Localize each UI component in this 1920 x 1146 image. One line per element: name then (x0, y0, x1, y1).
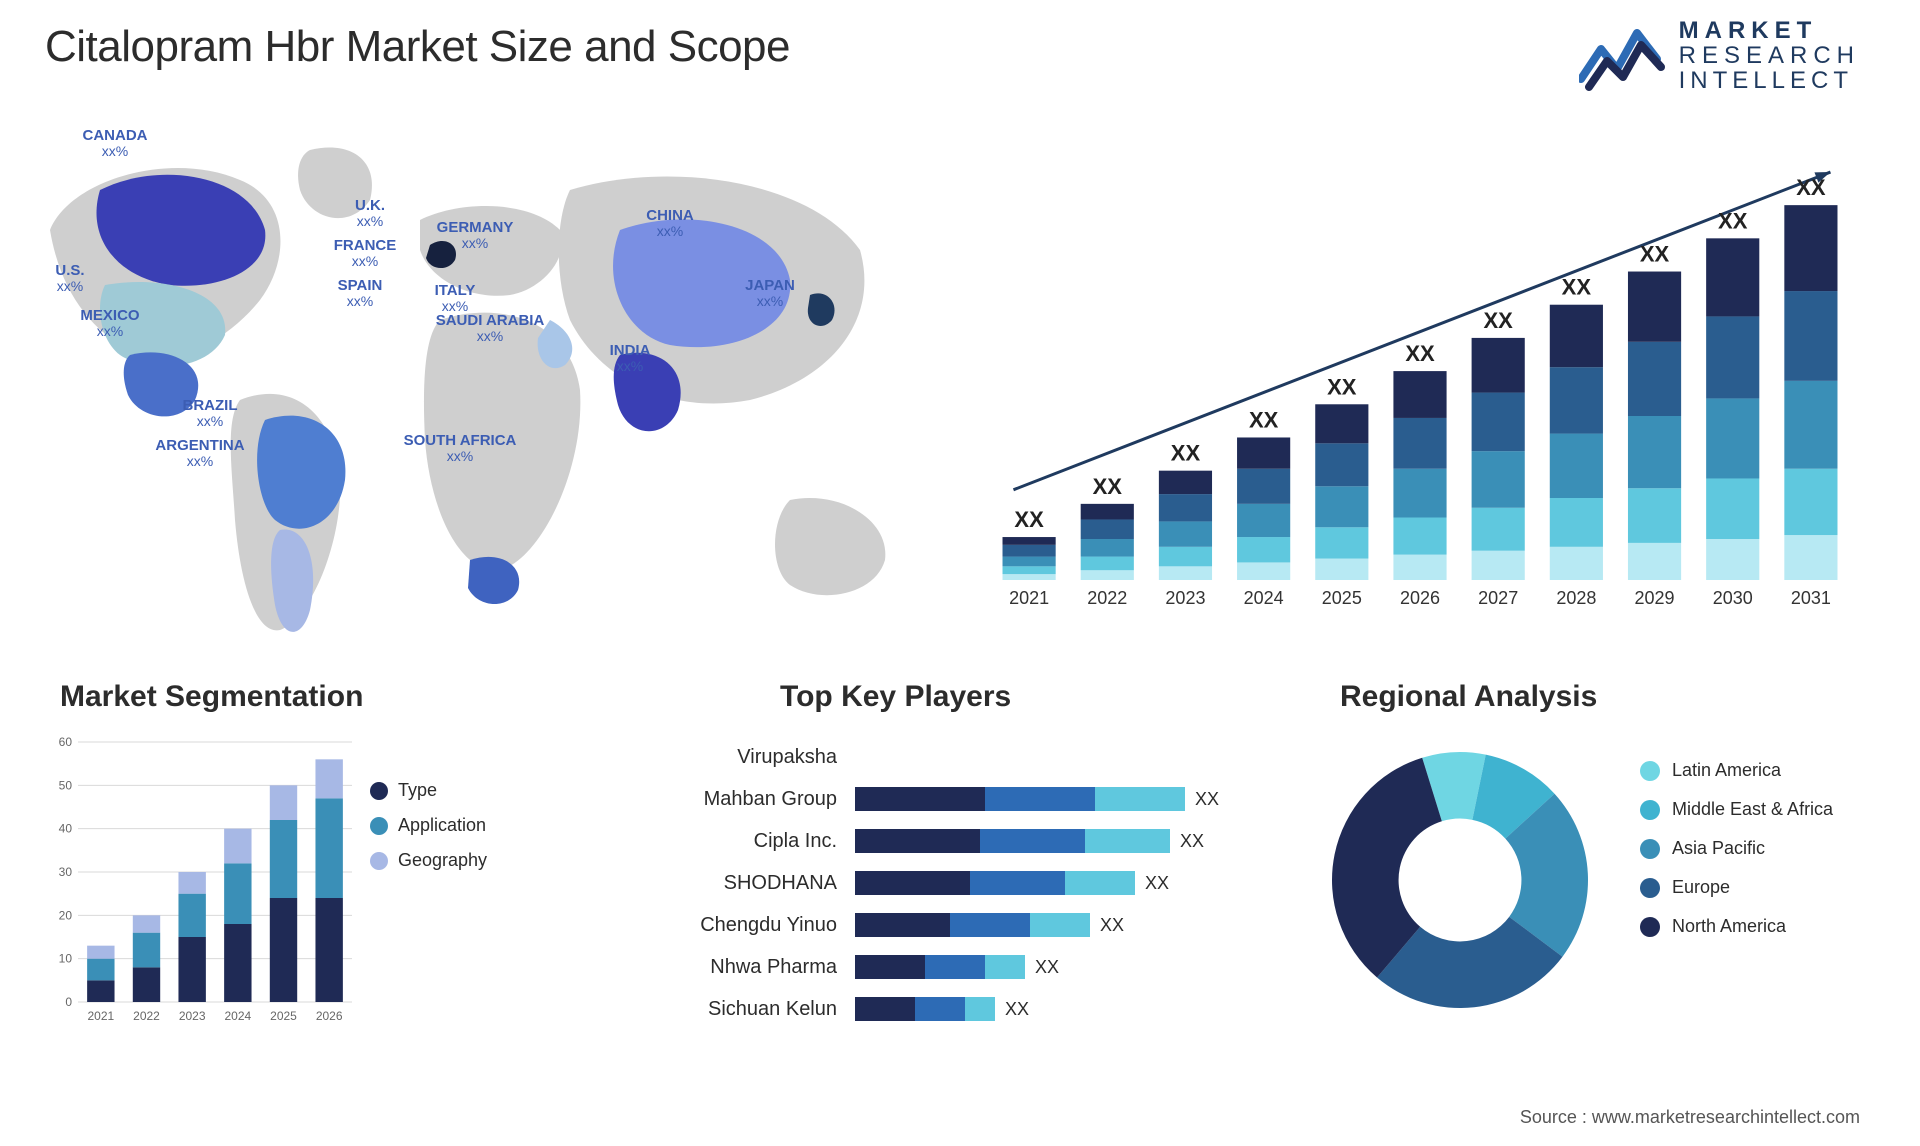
svg-text:BRAZIL: BRAZIL (183, 397, 238, 414)
svg-text:JAPAN: JAPAN (745, 277, 795, 294)
source-text: Source : www.marketresearchintellect.com (1520, 1107, 1860, 1128)
svg-text:xx%: xx% (57, 278, 83, 294)
svg-text:xx%: xx% (347, 293, 373, 309)
svg-text:XX: XX (1484, 308, 1514, 333)
key-players-title: Top Key Players (780, 680, 1011, 714)
svg-text:2028: 2028 (1556, 588, 1596, 608)
key-player-row: Cipla Inc.XX (640, 824, 1280, 858)
svg-text:SAUDI ARABIA: SAUDI ARABIA (436, 312, 545, 329)
segmentation-legend-item: Application (370, 815, 487, 836)
regional-legend-item: Asia Pacific (1640, 838, 1833, 859)
svg-text:ITALY: ITALY (435, 282, 476, 299)
key-players-chart: Virupaksha Mahban GroupXX Cipla Inc.XX SHOD… (640, 740, 1280, 1034)
svg-text:XX: XX (1327, 374, 1357, 399)
svg-text:2031: 2031 (1791, 588, 1831, 608)
svg-text:xx%: xx% (462, 235, 488, 251)
svg-text:2025: 2025 (270, 1009, 297, 1023)
segmentation-chart: 0 10 20 30 40 50 60 2021 2022 2023 2024 2025 2026 (48, 732, 568, 1032)
svg-text:60: 60 (59, 735, 73, 749)
page-title: Citalopram Hbr Market Size and Scope (45, 22, 790, 72)
svg-text:FRANCE: FRANCE (334, 237, 397, 254)
svg-text:xx%: xx% (477, 328, 503, 344)
svg-text:30: 30 (59, 865, 73, 879)
world-map: CANADAxx%U.S.xx%MEXICOxx%BRAZILxx%ARGENT… (10, 120, 930, 660)
svg-text:SOUTH AFRICA: SOUTH AFRICA (404, 432, 517, 449)
svg-text:50: 50 (59, 778, 73, 792)
key-player-row: Nhwa PharmaXX (640, 950, 1280, 984)
svg-text:INDIA: INDIA (610, 342, 651, 359)
svg-text:2026: 2026 (1400, 588, 1440, 608)
svg-text:XX: XX (1093, 474, 1123, 499)
svg-text:U.S.: U.S. (55, 262, 84, 279)
svg-text:10: 10 (59, 952, 73, 966)
svg-text:xx%: xx% (187, 453, 213, 469)
svg-text:2022: 2022 (1087, 588, 1127, 608)
regional-donut (1320, 740, 1600, 1020)
svg-text:2029: 2029 (1635, 588, 1675, 608)
key-player-row: Chengdu YinuoXX (640, 908, 1280, 942)
svg-text:0: 0 (65, 995, 72, 1009)
regional-legend-item: Middle East & Africa (1640, 799, 1833, 820)
key-player-row: SHODHANAXX (640, 866, 1280, 900)
segmentation-legend: Type Application Geography (370, 780, 487, 885)
svg-text:XX: XX (1562, 275, 1592, 300)
svg-text:2026: 2026 (316, 1009, 343, 1023)
svg-text:xx%: xx% (617, 358, 643, 374)
regional-legend: Latin America Middle East & Africa Asia Pa… (1640, 760, 1833, 955)
svg-text:SPAIN: SPAIN (338, 277, 383, 294)
main-bar-chart: XX 2021 XX 2022 XX 2023 XX 2024 XX 2025 XX 2026 XX 20… (980, 130, 1860, 620)
svg-text:XX: XX (1014, 507, 1044, 532)
svg-text:XX: XX (1718, 208, 1748, 233)
svg-text:xx%: xx% (352, 253, 378, 269)
svg-text:U.K.: U.K. (355, 197, 385, 214)
svg-text:2030: 2030 (1713, 588, 1753, 608)
svg-text:40: 40 (59, 822, 73, 836)
svg-text:XX: XX (1405, 341, 1435, 366)
logo-text-2: RESEARCH (1679, 43, 1860, 68)
logo-text-1: MARKET (1679, 18, 1860, 43)
svg-text:2027: 2027 (1478, 588, 1518, 608)
svg-text:2024: 2024 (224, 1009, 251, 1023)
svg-text:2025: 2025 (1322, 588, 1362, 608)
key-player-row: Mahban GroupXX (640, 782, 1280, 816)
svg-text:xx%: xx% (357, 213, 383, 229)
regional-legend-item: Latin America (1640, 760, 1833, 781)
svg-text:XX: XX (1640, 242, 1670, 267)
svg-text:XX: XX (1249, 407, 1279, 432)
svg-text:2021: 2021 (1009, 588, 1049, 608)
segmentation-title: Market Segmentation (60, 680, 363, 714)
logo-text-3: INTELLECT (1679, 68, 1860, 93)
key-player-row: Sichuan KelunXX (640, 992, 1280, 1026)
svg-text:2024: 2024 (1244, 588, 1284, 608)
segmentation-legend-item: Type (370, 780, 487, 801)
svg-text:CHINA: CHINA (646, 207, 694, 224)
svg-text:xx%: xx% (757, 293, 783, 309)
svg-text:xx%: xx% (97, 323, 123, 339)
svg-text:XX: XX (1171, 441, 1201, 466)
svg-text:2023: 2023 (1165, 588, 1205, 608)
svg-text:XX: XX (1796, 175, 1826, 200)
svg-text:xx%: xx% (447, 448, 473, 464)
svg-text:20: 20 (59, 908, 73, 922)
svg-text:GERMANY: GERMANY (437, 219, 514, 236)
svg-text:CANADA: CANADA (83, 127, 148, 144)
svg-text:xx%: xx% (657, 223, 683, 239)
logo: MARKET RESEARCH INTELLECT (1579, 18, 1860, 94)
svg-text:2021: 2021 (87, 1009, 114, 1023)
regional-title: Regional Analysis (1340, 680, 1597, 714)
svg-text:xx%: xx% (102, 143, 128, 159)
svg-text:2022: 2022 (133, 1009, 160, 1023)
svg-text:xx%: xx% (197, 413, 223, 429)
regional-legend-item: North America (1640, 916, 1833, 937)
logo-icon (1579, 21, 1665, 91)
svg-text:MEXICO: MEXICO (80, 307, 140, 324)
svg-text:ARGENTINA: ARGENTINA (155, 437, 244, 454)
regional-legend-item: Europe (1640, 877, 1833, 898)
svg-text:2023: 2023 (179, 1009, 206, 1023)
key-player-row: Virupaksha (640, 740, 1280, 774)
segmentation-legend-item: Geography (370, 850, 487, 871)
